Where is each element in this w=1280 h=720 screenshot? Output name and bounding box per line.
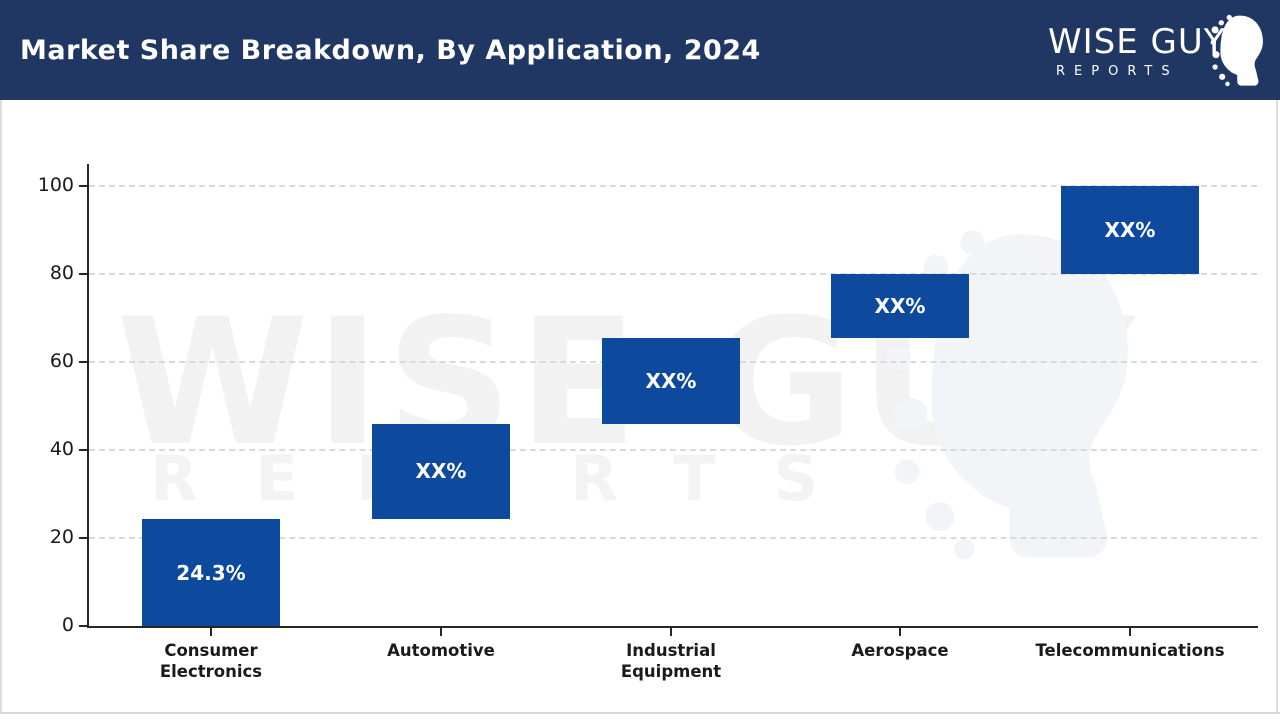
x-axis-label: Aerospace xyxy=(851,641,949,660)
gridline-100 xyxy=(89,185,1257,187)
x-axis-tick xyxy=(1129,628,1131,636)
y-axis-tick xyxy=(79,449,87,451)
y-axis-label: 0 xyxy=(61,614,74,636)
page-border xyxy=(0,100,1278,712)
y-axis-label: 60 xyxy=(49,350,74,372)
y-axis-label: 80 xyxy=(49,262,74,284)
chart-plot-area: 0 20 40 60 80 100 Consumer Electronics 24.3% Aut… xyxy=(0,100,1280,712)
watermark-subtitle: REPORTS xyxy=(150,442,877,515)
x-axis-tick xyxy=(670,628,672,636)
y-axis-tick xyxy=(79,537,87,539)
gridline-80 xyxy=(89,273,1257,275)
y-axis-tick xyxy=(79,361,87,363)
x-axis-label: Telecommunications xyxy=(1035,641,1225,660)
bar-industrial-equipment xyxy=(602,337,740,424)
y-axis-tick xyxy=(79,273,87,275)
wiseguy-logo: WISE GUY REPORTS xyxy=(1020,6,1270,96)
logo-subtitle: REPORTS xyxy=(1056,64,1179,79)
bar-telecommunications xyxy=(1061,186,1199,274)
logo-wordmark: WISE GUY xyxy=(1048,22,1226,62)
y-axis-label: 20 xyxy=(49,526,74,548)
bar-consumer-electronics xyxy=(142,519,280,626)
y-axis-tick xyxy=(79,625,87,627)
bar-value-label: 24.3% xyxy=(176,560,246,585)
y-axis-line xyxy=(87,164,89,628)
gridline-40 xyxy=(89,449,1257,451)
header-band: Market Share Breakdown, By Application, … xyxy=(0,0,1280,100)
footer-divider xyxy=(0,712,1280,714)
x-axis-tick xyxy=(210,628,212,636)
page-title: Market Share Breakdown, By Application, … xyxy=(20,35,761,66)
bar-automotive xyxy=(372,423,510,520)
x-axis-tick xyxy=(440,628,442,636)
bar-value-label: XX% xyxy=(874,293,926,318)
gridline-20 xyxy=(89,537,1257,539)
bar-value-label: XX% xyxy=(415,459,467,484)
head-profile-icon xyxy=(1210,14,1263,87)
x-axis-label: Industrial Equipment xyxy=(620,641,722,681)
y-axis-label: 100 xyxy=(37,174,74,196)
bar-value-label: XX% xyxy=(1104,218,1156,242)
x-axis-tick xyxy=(899,628,901,636)
x-axis-label: Automotive xyxy=(387,641,495,660)
bar-aerospace xyxy=(831,274,969,338)
bar-value-label: XX% xyxy=(645,368,697,393)
x-axis-line xyxy=(87,626,1258,628)
y-axis-label: 40 xyxy=(49,438,74,460)
y-axis-tick xyxy=(79,185,87,187)
x-axis-label: Consumer Electronics xyxy=(159,641,263,681)
